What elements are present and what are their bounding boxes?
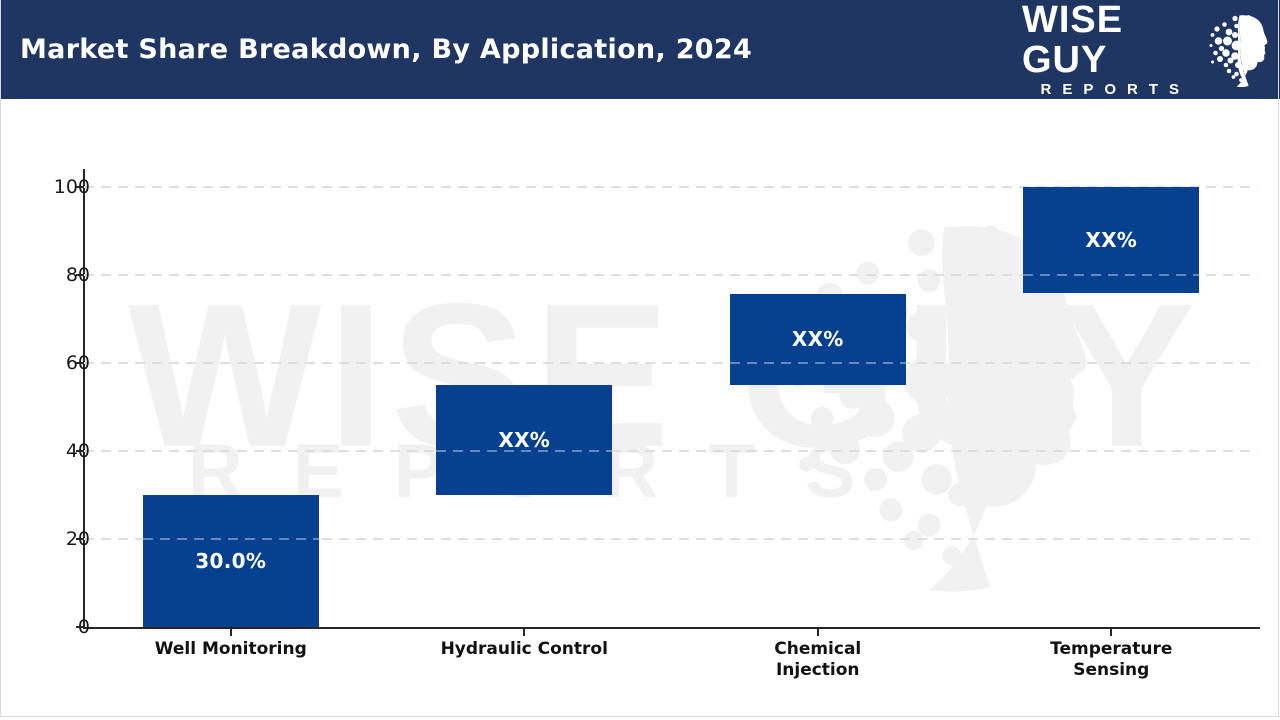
bar-hydraulic-control: XX% bbox=[436, 385, 613, 495]
brand-subtitle: REPORTS bbox=[1040, 81, 1191, 98]
brand-face-icon bbox=[1209, 15, 1267, 88]
x-tick-mark bbox=[816, 629, 819, 636]
y-tick-mark bbox=[76, 538, 83, 540]
gridline-60 bbox=[84, 362, 1258, 364]
gridline-over-bar bbox=[142, 538, 319, 540]
brand-logo: WISE GUY REPORTS bbox=[1022, 0, 1272, 98]
header-bar: Market Share Breakdown, By Application, … bbox=[0, 0, 1280, 99]
gridline-over-bar bbox=[436, 450, 613, 452]
bar-value-label: XX% bbox=[1085, 228, 1138, 253]
y-tick-mark bbox=[76, 186, 83, 188]
x-tick-label: Hydraulic Control bbox=[440, 639, 608, 659]
x-tick-mark bbox=[1110, 629, 1113, 636]
y-tick-mark bbox=[76, 450, 83, 452]
gridline-80 bbox=[84, 274, 1258, 276]
y-tick-mark bbox=[76, 626, 83, 628]
y-tick-mark bbox=[76, 274, 83, 276]
y-tick-mark bbox=[76, 362, 83, 364]
bar-chemical-injection: XX% bbox=[729, 293, 906, 385]
bar-value-label: 30.0% bbox=[195, 549, 267, 573]
x-tick-mark bbox=[229, 629, 232, 636]
brand-logo-text: WISE GUY REPORTS bbox=[1022, 0, 1203, 100]
bar-well-monitoring: 30.0% bbox=[142, 495, 319, 627]
bar-value-label: XX% bbox=[791, 327, 844, 352]
gridline-100 bbox=[84, 186, 1258, 188]
y-tick-label: 100 bbox=[53, 176, 90, 198]
x-axis-line bbox=[83, 627, 1260, 629]
x-tick-mark bbox=[523, 629, 526, 636]
gridline-over-bar bbox=[729, 361, 906, 364]
x-tick-label: Temperature Sensing bbox=[1050, 639, 1173, 680]
brand-name: WISE GUY bbox=[1022, 0, 1124, 81]
bar-value-label: XX% bbox=[498, 428, 551, 452]
chart-plot-area: 0 20 40 60 80 100 30.0% Well Monitoring XX% Hydra… bbox=[0, 99, 1280, 717]
bar-temperature-sensing: XX% bbox=[1023, 187, 1200, 294]
gridline-40 bbox=[84, 450, 1258, 452]
x-tick-label: Well Monitoring bbox=[154, 639, 307, 659]
x-tick-label: Chemical Injection bbox=[774, 639, 862, 680]
y-tick-label: 0 bbox=[77, 616, 90, 638]
gridline-over-bar bbox=[1023, 274, 1200, 276]
y-axis-line bbox=[83, 169, 85, 629]
chart-title: Market Share Breakdown, By Application, … bbox=[20, 34, 753, 65]
gridline-20 bbox=[84, 538, 1258, 540]
